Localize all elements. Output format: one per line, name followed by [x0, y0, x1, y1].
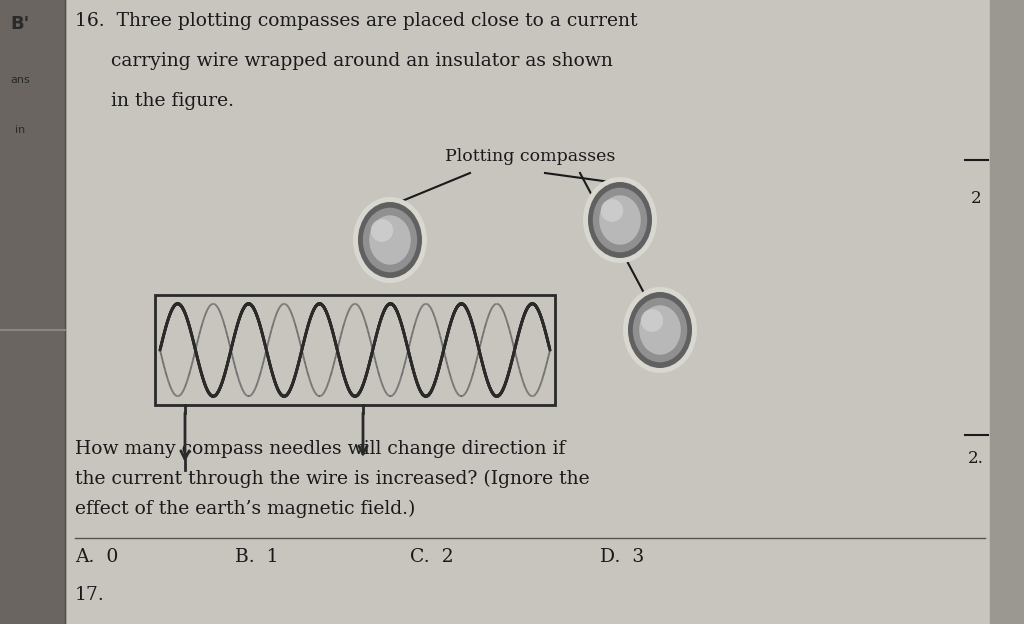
Ellipse shape: [593, 188, 647, 252]
Bar: [0, 0, 65, 624]
Text: 2: 2: [971, 190, 981, 207]
Text: ans: ans: [10, 75, 30, 85]
Ellipse shape: [370, 215, 411, 265]
Text: 16.  Three plotting compasses are placed close to a current: 16. Three plotting compasses are placed …: [75, 12, 638, 30]
Ellipse shape: [353, 197, 427, 283]
Ellipse shape: [371, 219, 393, 242]
Ellipse shape: [641, 309, 664, 332]
Ellipse shape: [623, 287, 697, 373]
Text: 2.: 2.: [968, 450, 984, 467]
Text: 17.: 17.: [75, 586, 104, 604]
Text: effect of the earth’s magnetic field.): effect of the earth’s magnetic field.): [75, 500, 416, 519]
Text: the current through the wire is increased? (Ignore the: the current through the wire is increase…: [75, 470, 590, 488]
Text: carrying wire wrapped around an insulator as shown: carrying wire wrapped around an insulato…: [75, 52, 613, 70]
Ellipse shape: [601, 199, 624, 222]
Text: Plotting compasses: Plotting compasses: [444, 148, 615, 165]
Text: C.  2: C. 2: [410, 548, 454, 566]
Ellipse shape: [588, 182, 652, 258]
Ellipse shape: [583, 177, 657, 263]
Text: in the figure.: in the figure.: [75, 92, 234, 110]
Bar: [155, 295, 555, 405]
Ellipse shape: [599, 195, 641, 245]
Text: B.  1: B. 1: [234, 548, 279, 566]
Text: A.  0: A. 0: [75, 548, 119, 566]
Text: B': B': [10, 15, 30, 33]
Text: How many compass needles will change direction if: How many compass needles will change dir…: [75, 440, 565, 458]
Ellipse shape: [633, 298, 687, 363]
Ellipse shape: [639, 305, 681, 354]
Ellipse shape: [358, 202, 422, 278]
Bar: [990, 0, 1024, 624]
Text: D.  3: D. 3: [600, 548, 644, 566]
Ellipse shape: [362, 208, 417, 272]
Text: in: in: [15, 125, 26, 135]
Ellipse shape: [628, 292, 692, 368]
